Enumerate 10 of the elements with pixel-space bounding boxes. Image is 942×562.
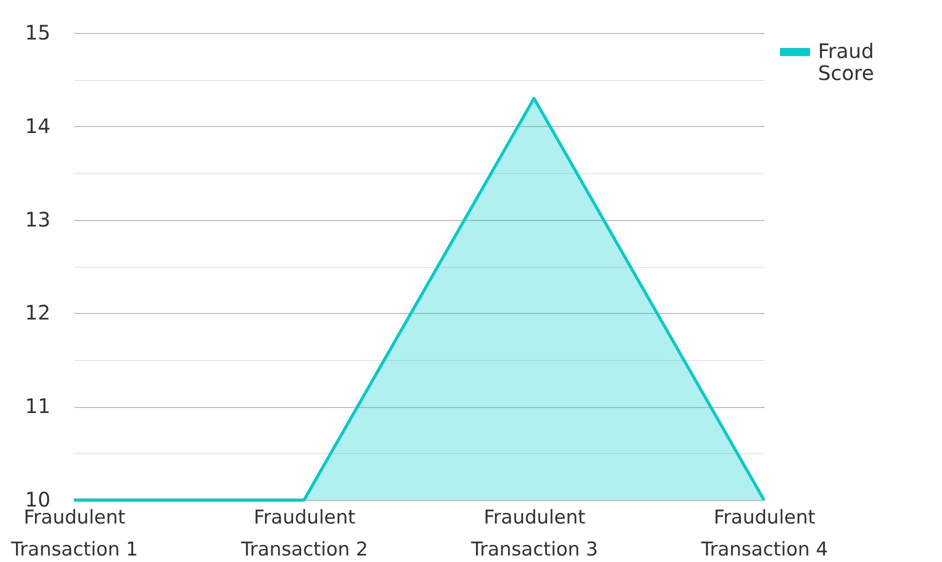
- legend-label: Fraud Score: [818, 39, 874, 85]
- x-tick-label: Fraudulent Transaction 4: [700, 506, 828, 560]
- y-tick-label: 12: [25, 300, 50, 325]
- y-tick-label: 13: [25, 207, 50, 232]
- x-tick-label: Fraudulent Transaction 3: [470, 506, 598, 560]
- y-tick-label: 11: [25, 394, 50, 418]
- x-tick-label: Fraudulent Transaction 2: [240, 506, 368, 560]
- x-tick-label: Fraudulent Transaction 1: [10, 506, 138, 560]
- y-tick-label: 15: [25, 20, 50, 44]
- y-tick-label: 14: [25, 114, 50, 138]
